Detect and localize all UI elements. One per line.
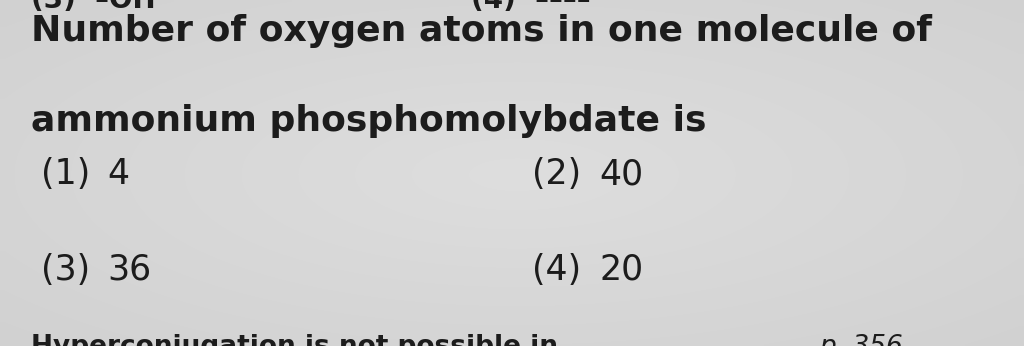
Text: Number of oxygen atoms in one molecule of: Number of oxygen atoms in one molecule o… [31,14,932,48]
Text: 20: 20 [599,253,643,286]
Text: (3): (3) [41,253,90,286]
Text: ammonium phosphomolybdate is: ammonium phosphomolybdate is [31,104,707,138]
Text: Hyperconjugation is not possible in: Hyperconjugation is not possible in [31,334,558,346]
Text: (1): (1) [41,157,90,191]
Text: (2): (2) [532,157,582,191]
Text: (4): (4) [532,253,582,286]
Text: (3)  –OH: (3) –OH [31,0,156,14]
Text: 40: 40 [599,157,643,191]
Text: 36: 36 [108,253,152,286]
Text: (4)  ––––: (4) –––– [471,0,591,14]
Text: p. 356: p. 356 [819,334,903,346]
Text: 4: 4 [108,157,130,191]
